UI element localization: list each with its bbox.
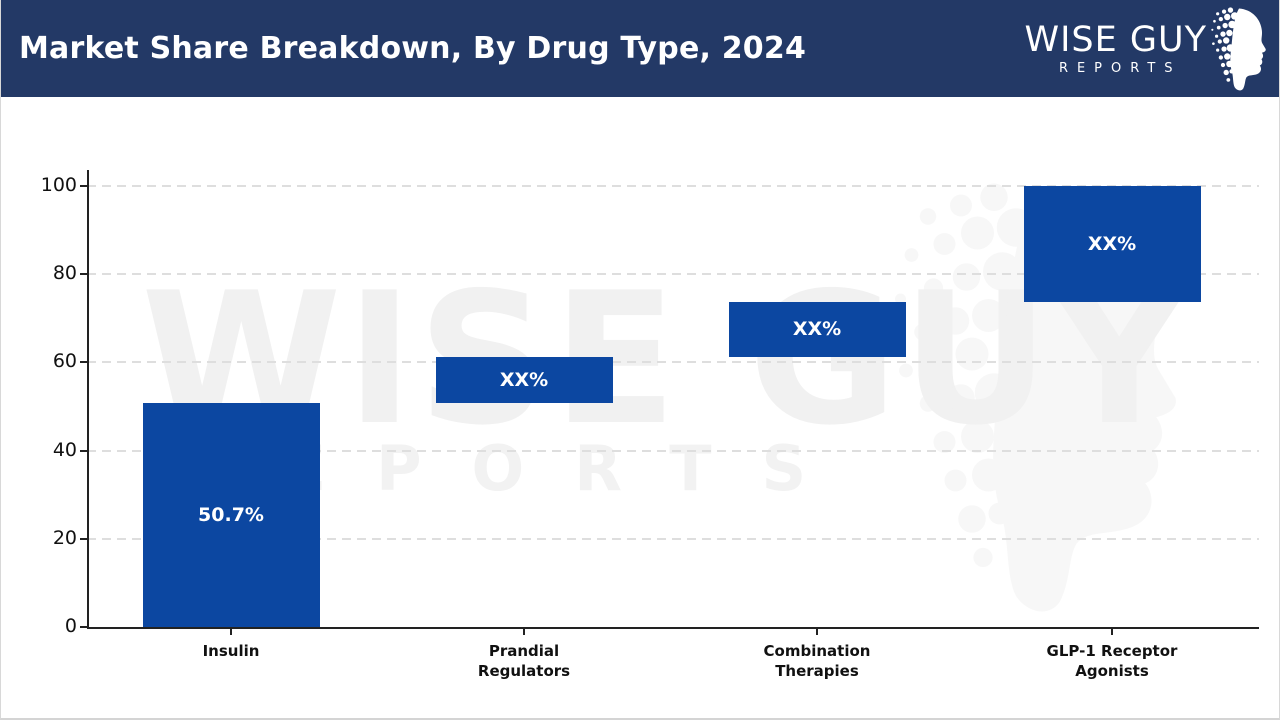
bar-0: 50.7% xyxy=(142,403,320,627)
y-tick-label-100: 100 xyxy=(40,174,77,196)
bar-value-label: XX% xyxy=(792,318,842,341)
bar-value-label: 50.7% xyxy=(198,504,264,527)
gridline-100 xyxy=(87,185,1259,187)
y-tick-label-80: 80 xyxy=(52,262,77,285)
header-bar: Market Share Breakdown, By Drug Type, 20… xyxy=(1,0,1279,97)
x-tick-3 xyxy=(1111,629,1113,635)
bar-1: XX% xyxy=(435,356,613,404)
y-axis-line xyxy=(87,170,89,629)
gridline-20 xyxy=(87,537,1259,540)
x-tick-0 xyxy=(230,629,232,635)
gridline-40 xyxy=(87,449,1259,452)
gridline-60 xyxy=(87,361,1259,364)
y-tick-0 xyxy=(80,626,87,628)
y-tick-label-60: 60 xyxy=(52,350,77,373)
y-tick-60 xyxy=(80,361,87,364)
gridline-80 xyxy=(87,273,1259,276)
logo-subtitle: REPORTS xyxy=(1058,60,1182,76)
bar-2: XX% xyxy=(728,301,906,357)
y-tick-40 xyxy=(80,449,87,452)
y-tick-20 xyxy=(80,537,87,540)
logo-wordmark: WISE GUY xyxy=(1024,19,1207,60)
y-tick-label-40: 40 xyxy=(52,438,77,461)
x-axis-line xyxy=(87,627,1259,629)
bar-value-label: XX% xyxy=(1087,232,1137,255)
logo-text: WISE GUY REPORTS xyxy=(1024,19,1207,76)
y-tick-label-20: 20 xyxy=(52,526,77,549)
page-title: Market Share Breakdown, By Drug Type, 20… xyxy=(19,31,807,66)
y-tick-label-0: 0 xyxy=(64,615,77,637)
category-label-0: Insulin xyxy=(202,642,260,660)
x-tick-2 xyxy=(816,629,818,635)
bar-3: XX% xyxy=(1023,186,1201,302)
category-label-3: GLP-1 Receptor Agonists xyxy=(1046,642,1178,681)
category-label-2: Combination Therapies xyxy=(763,642,871,681)
wiseguy-logo: WISE GUY REPORTS xyxy=(1024,4,1271,94)
y-tick-80 xyxy=(80,273,87,276)
x-tick-1 xyxy=(523,629,525,635)
category-label-1: Prandial Regulators xyxy=(477,642,571,681)
bar-value-label: XX% xyxy=(499,369,549,392)
wiseguy-head-icon xyxy=(1211,7,1266,91)
y-tick-100 xyxy=(80,185,87,187)
